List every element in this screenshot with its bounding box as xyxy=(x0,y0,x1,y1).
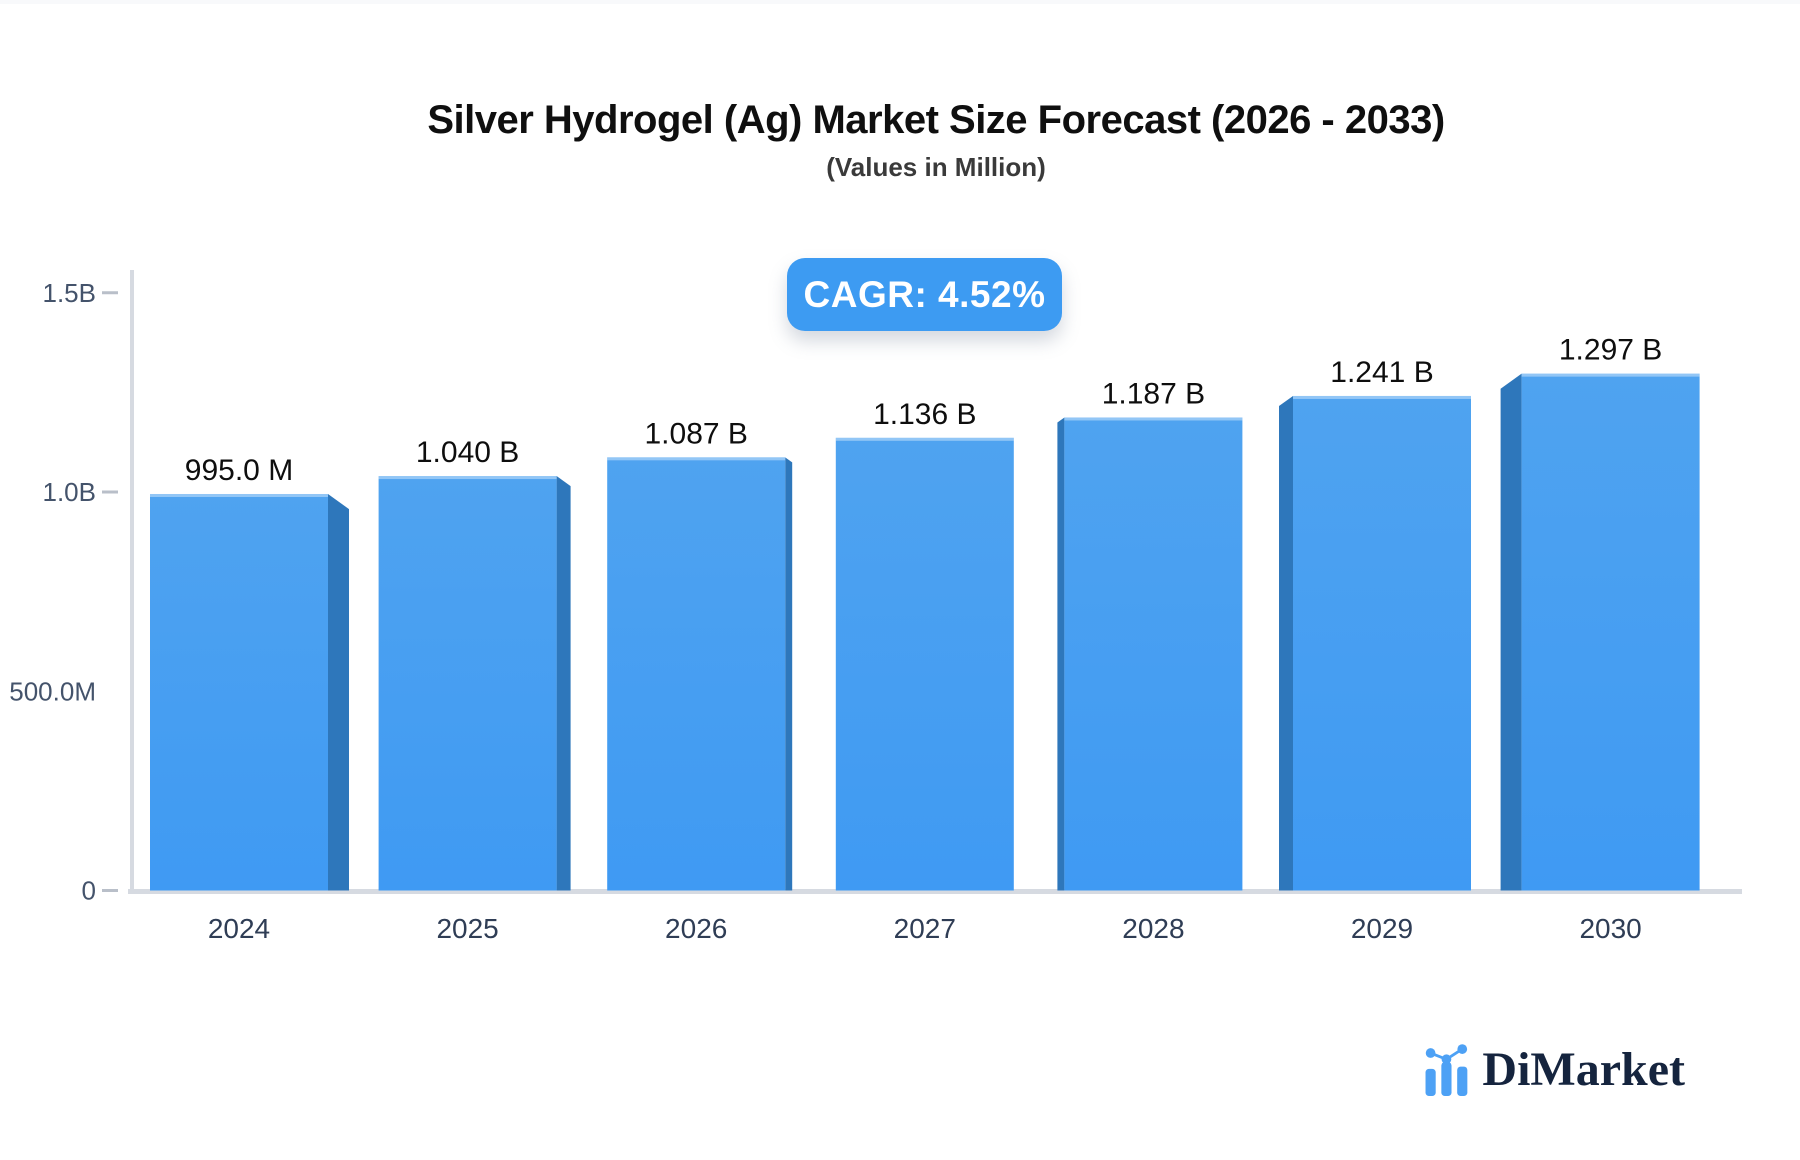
x-axis-line xyxy=(128,889,1742,894)
x-axis-label: 2025 xyxy=(436,913,498,944)
bar-side-face xyxy=(556,476,571,891)
y-axis-label: 0 xyxy=(82,876,96,906)
bar-value-label: 1.187 B xyxy=(1102,377,1205,410)
y-axis-tick xyxy=(102,490,118,494)
y-axis-tick xyxy=(102,291,118,295)
bar-side-face xyxy=(785,457,793,891)
bar-top-highlight xyxy=(1064,417,1243,421)
bar xyxy=(1521,373,1700,891)
cagr-badge-label: CAGR: 4.52% xyxy=(803,273,1046,315)
x-axis-label: 2029 xyxy=(1351,913,1413,944)
bar-value-label: 1.241 B xyxy=(1330,356,1433,389)
y-axis-label: 500.0M xyxy=(9,676,96,706)
bar-side-face xyxy=(1279,395,1293,891)
bar xyxy=(1293,395,1471,891)
bar-chart: 1.5B 1.0B 500.0M 0 995.0 M 2024 1.040 B 2025 1.0… xyxy=(9,270,1742,944)
bar-side-face xyxy=(1500,373,1522,891)
bar-side-face xyxy=(1057,417,1065,891)
y-axis-label: 1.5B xyxy=(43,278,97,308)
chart-subtitle: (Values in Million) xyxy=(826,152,1046,182)
bar-value-label: 1.297 B xyxy=(1559,334,1662,367)
bar xyxy=(607,457,786,891)
y-axis-tick xyxy=(102,889,118,892)
bar-top-highlight xyxy=(835,437,1014,441)
chart-title: Silver Hydrogel (Ag) Market Size Forecas… xyxy=(427,98,1445,142)
x-axis-label: 2026 xyxy=(665,913,727,944)
bar-value-label: 995.0 M xyxy=(185,454,293,487)
brand-logo-text: DiMarket xyxy=(1482,1043,1685,1096)
bar-top-highlight xyxy=(1293,395,1471,399)
bar-top-highlight xyxy=(1521,373,1700,377)
x-axis-label: 2030 xyxy=(1579,913,1641,944)
cagr-badge: CAGR: 4.52% xyxy=(787,258,1062,331)
bar-value-label: 1.087 B xyxy=(644,417,747,450)
bar xyxy=(1064,417,1243,891)
bar-value-label: 1.136 B xyxy=(873,398,976,431)
x-axis-label: 2027 xyxy=(894,913,956,944)
brand-logo: DiMarket xyxy=(1425,1042,1685,1098)
chart-page: Silver Hydrogel (Ag) Market Size Forecas… xyxy=(0,4,1800,1156)
bar-side-face xyxy=(328,493,349,891)
bar-top-highlight xyxy=(150,493,328,497)
bar xyxy=(835,437,1014,891)
bar-value-label: 1.040 B xyxy=(416,436,519,469)
x-axis-label: 2028 xyxy=(1122,913,1184,944)
bar-top-highlight xyxy=(607,457,786,461)
x-axis-label: 2024 xyxy=(208,913,270,944)
y-axis-line xyxy=(130,270,134,894)
bar xyxy=(378,476,557,891)
y-axis-label: 1.0B xyxy=(43,477,97,507)
bar xyxy=(150,493,328,891)
bar-top-highlight xyxy=(378,476,557,480)
bar-chart-trend-icon xyxy=(1425,1044,1468,1096)
